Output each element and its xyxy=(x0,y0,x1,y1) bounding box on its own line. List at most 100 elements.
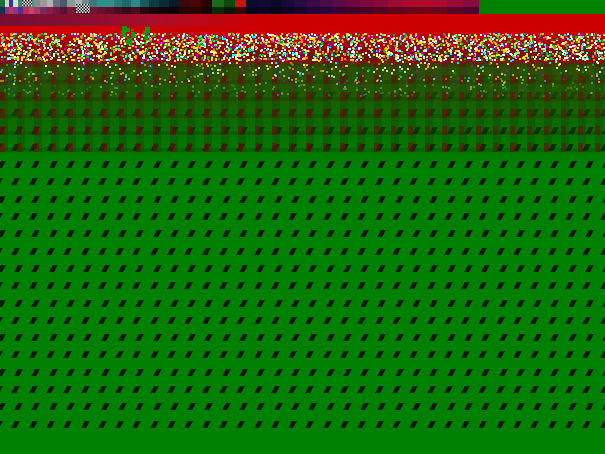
pattern-mark xyxy=(135,264,145,272)
pattern-mark xyxy=(325,264,335,272)
pattern-mark xyxy=(221,230,231,238)
pattern-mark xyxy=(426,282,436,290)
pattern-mark xyxy=(446,368,456,376)
pattern-mark xyxy=(322,213,332,220)
pattern-mark xyxy=(167,282,176,290)
pattern-mark xyxy=(412,299,421,307)
pattern-mark xyxy=(515,264,525,272)
glitch-macroblock xyxy=(388,0,402,14)
pattern-mark xyxy=(288,282,297,290)
pattern-mark xyxy=(201,247,211,255)
pattern-mark xyxy=(394,403,404,411)
pattern-mark xyxy=(288,178,297,186)
pattern-mark xyxy=(169,299,179,307)
pattern-mark xyxy=(478,386,488,393)
pattern-mark xyxy=(409,282,419,290)
pattern-mark xyxy=(270,351,280,359)
pattern-mark xyxy=(66,403,75,411)
pattern-mark xyxy=(305,386,315,393)
glitch-macroblock xyxy=(60,0,67,14)
pattern-mark xyxy=(392,213,401,220)
pattern-mark xyxy=(533,403,542,411)
pattern-mark xyxy=(308,403,318,411)
checker-noise-artifact xyxy=(76,4,90,13)
glitch-macroblock xyxy=(114,0,122,14)
glitch-macroblock xyxy=(13,0,18,14)
pattern-mark xyxy=(97,247,107,255)
glitch-macroblock xyxy=(417,0,432,14)
pattern-mark xyxy=(135,403,145,411)
pattern-mark xyxy=(11,247,21,255)
glitch-macroblock xyxy=(140,0,149,14)
pattern-mark xyxy=(342,264,352,272)
pattern-mark xyxy=(446,334,456,342)
pattern-mark xyxy=(115,351,124,359)
pattern-mark xyxy=(308,195,318,203)
pattern-mark xyxy=(0,213,3,220)
pattern-mark xyxy=(236,316,246,324)
pattern-mark xyxy=(14,368,23,376)
pattern-mark xyxy=(585,334,594,342)
pattern-mark xyxy=(221,264,231,272)
pattern-mark xyxy=(253,316,263,324)
pattern-mark xyxy=(97,178,107,186)
pattern-mark xyxy=(63,386,73,393)
pattern-mark xyxy=(515,334,525,342)
pattern-mark xyxy=(201,351,211,359)
pattern-mark xyxy=(513,386,522,393)
pattern-mark xyxy=(325,299,335,307)
pattern-mark xyxy=(550,264,560,272)
pattern-mark xyxy=(132,178,142,186)
pattern-mark xyxy=(201,178,211,186)
pattern-mark xyxy=(11,351,21,359)
pattern-mark xyxy=(530,316,540,324)
pattern-mark xyxy=(46,247,55,255)
pattern-mark xyxy=(28,213,38,220)
pattern-mark xyxy=(236,213,246,220)
pattern-mark xyxy=(495,178,505,186)
pattern-mark xyxy=(28,282,38,290)
pattern-mark xyxy=(429,334,439,342)
pattern-mark xyxy=(201,316,211,324)
pattern-mark xyxy=(599,351,605,359)
pattern-mark xyxy=(550,334,560,342)
pattern-mark xyxy=(28,247,38,255)
pattern-mark xyxy=(481,334,491,342)
pattern-mark xyxy=(221,403,231,411)
pattern-mark xyxy=(201,213,211,220)
pattern-mark xyxy=(149,178,159,186)
pattern-mark xyxy=(167,247,176,255)
glitch-macroblock xyxy=(360,0,374,14)
glitch-macroblock xyxy=(190,0,201,14)
glitch-macroblock xyxy=(270,0,282,14)
pattern-mark xyxy=(236,282,246,290)
pattern-mark xyxy=(377,264,387,272)
pattern-mark xyxy=(322,282,332,290)
pattern-mark xyxy=(443,316,453,324)
pattern-mark xyxy=(585,299,594,307)
pattern-mark xyxy=(464,334,473,342)
pattern-mark xyxy=(565,247,574,255)
glitch-macroblock xyxy=(179,0,190,14)
pattern-mark xyxy=(149,247,159,255)
pattern-mark xyxy=(446,264,456,272)
pattern-mark xyxy=(187,195,196,203)
pattern-mark xyxy=(149,420,159,428)
pattern-mark xyxy=(305,247,315,255)
pattern-mark xyxy=(426,351,436,359)
pattern-mark xyxy=(426,247,436,255)
pattern-mark xyxy=(149,351,159,359)
pattern-mark xyxy=(429,230,439,238)
pattern-mark xyxy=(83,403,93,411)
pattern-mark xyxy=(219,282,228,290)
pattern-mark xyxy=(149,386,159,393)
glitch-macroblock xyxy=(333,0,346,14)
pattern-mark xyxy=(374,316,384,324)
pattern-mark xyxy=(31,403,41,411)
pattern-mark xyxy=(412,230,421,238)
pattern-mark xyxy=(357,247,367,255)
pattern-mark xyxy=(357,420,367,428)
pattern-mark xyxy=(97,282,107,290)
pattern-mark xyxy=(118,299,127,307)
pattern-mark xyxy=(187,230,196,238)
